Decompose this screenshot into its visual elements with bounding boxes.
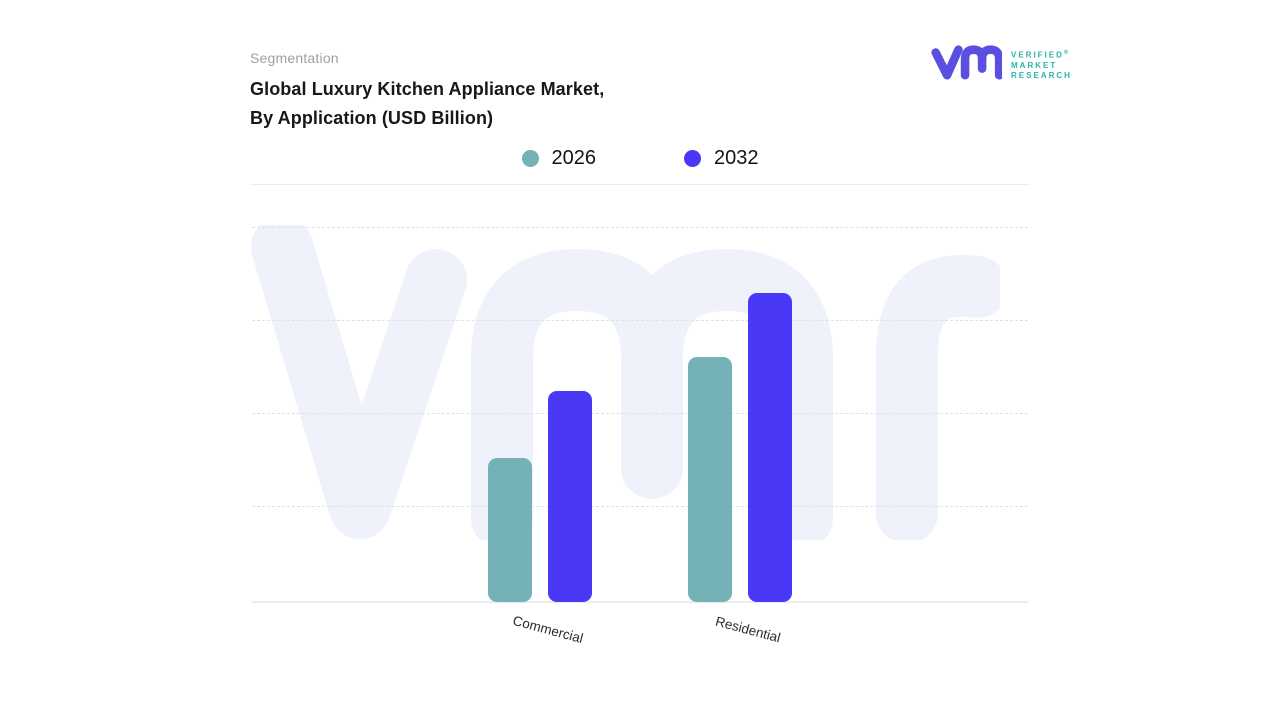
category-label-residential: Residential bbox=[713, 613, 783, 646]
vmr-logo-text: VERIFIED® MARKET RESEARCH bbox=[1011, 50, 1072, 80]
legend-label-2026: 2026 bbox=[551, 147, 597, 169]
category-label-commercial: Commercial bbox=[511, 612, 585, 647]
page-title-line2: By Application (USD Billion) bbox=[250, 108, 494, 128]
eyebrow-label: Segmentation bbox=[250, 50, 339, 66]
bar-2032-commercial bbox=[548, 391, 592, 602]
bar-2032-residential bbox=[748, 293, 792, 602]
legend-dot-2032-icon bbox=[684, 150, 701, 167]
legend-item-2032: 2032 bbox=[684, 147, 759, 170]
gridline bbox=[252, 506, 1028, 507]
chart-legend: 2026 2032 bbox=[250, 147, 1030, 170]
bar-2026-residential bbox=[688, 357, 732, 602]
legend-dot-2026-icon bbox=[521, 150, 539, 167]
x-axis-baseline bbox=[252, 601, 1028, 603]
page-title-line1: Global Luxury Kitchen Appliance Market, bbox=[250, 79, 605, 99]
header-separator bbox=[250, 184, 1030, 185]
gridline bbox=[252, 413, 1028, 414]
gridline bbox=[252, 320, 1028, 321]
vmr-watermark-icon bbox=[250, 216, 1008, 549]
vmr-logo-mark-icon bbox=[930, 40, 1004, 89]
vmr-logo: VERIFIED® MARKET RESEARCH bbox=[930, 40, 1072, 89]
registered-mark: ® bbox=[1063, 50, 1069, 57]
legend-label-2032: 2032 bbox=[714, 147, 759, 169]
page-title: Global Luxury Kitchen Appliance Market, … bbox=[250, 75, 604, 133]
gridline bbox=[252, 227, 1028, 228]
bar-2026-commercial bbox=[488, 458, 532, 602]
plot-area: Commercial Residential bbox=[250, 216, 1030, 680]
legend-item-2026: 2026 bbox=[521, 147, 597, 170]
